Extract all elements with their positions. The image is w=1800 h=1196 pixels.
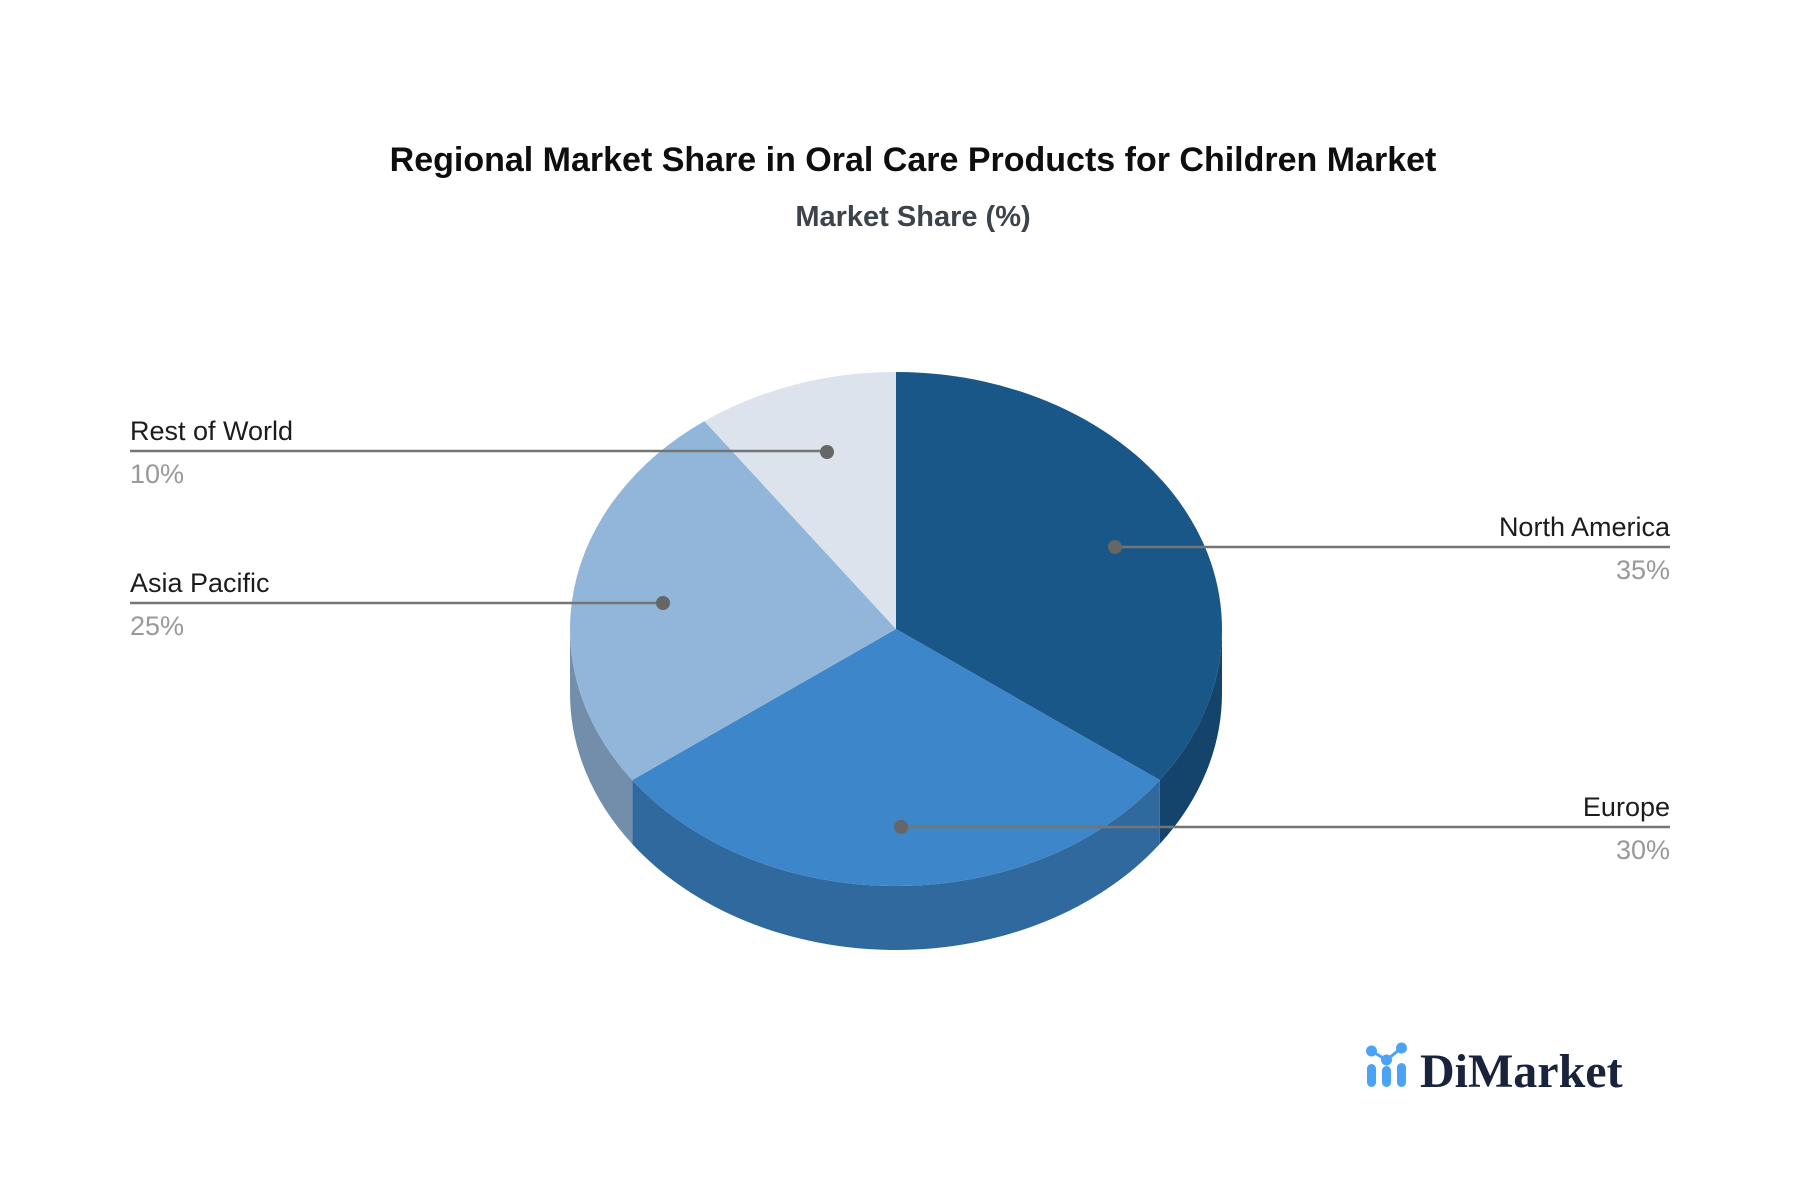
leader-dot xyxy=(820,445,834,459)
callout-label: Rest of World xyxy=(130,416,293,446)
callout-label: Asia Pacific xyxy=(130,568,270,598)
callout-value: 35% xyxy=(1616,555,1670,585)
callout-label: Europe xyxy=(1583,792,1670,822)
pie xyxy=(570,372,1222,886)
pie-slice-europe[interactable] xyxy=(632,629,1160,886)
pie-slice-asia-pacific[interactable] xyxy=(570,421,896,781)
brand-logo-text: DiMarket xyxy=(1420,1045,1623,1098)
callout-north-america: North America 35% xyxy=(1108,512,1671,585)
pie-slice-side-europe xyxy=(632,780,1160,950)
callout-europe: Europe 30% xyxy=(894,792,1670,865)
callout-label: North America xyxy=(1499,512,1671,542)
callout-value: 30% xyxy=(1616,835,1670,865)
leader-dot xyxy=(894,820,908,834)
leader-dot xyxy=(1108,540,1122,554)
leader-dot xyxy=(656,596,670,610)
brand-logo: DiMarket xyxy=(1366,1042,1623,1098)
chart-subtitle: Market Share (%) xyxy=(795,201,1030,233)
callout-asia-pacific: Asia Pacific 25% xyxy=(130,568,670,641)
callout-value: 25% xyxy=(130,611,184,641)
chart-title: Regional Market Share in Oral Care Produ… xyxy=(390,141,1437,179)
callout-rest-of-world: Rest of World 10% xyxy=(130,416,834,489)
pie-depth xyxy=(570,629,1222,950)
pie-slice-north-america[interactable] xyxy=(896,372,1222,781)
pie-slice-rest-of-world[interactable] xyxy=(704,372,896,629)
pie-slice-side-north-america xyxy=(1159,629,1222,845)
callout-value: 10% xyxy=(130,459,184,489)
bar-chart-sparkline-icon xyxy=(1366,1042,1407,1087)
pie-slice-side-asia-pacific xyxy=(570,629,633,845)
